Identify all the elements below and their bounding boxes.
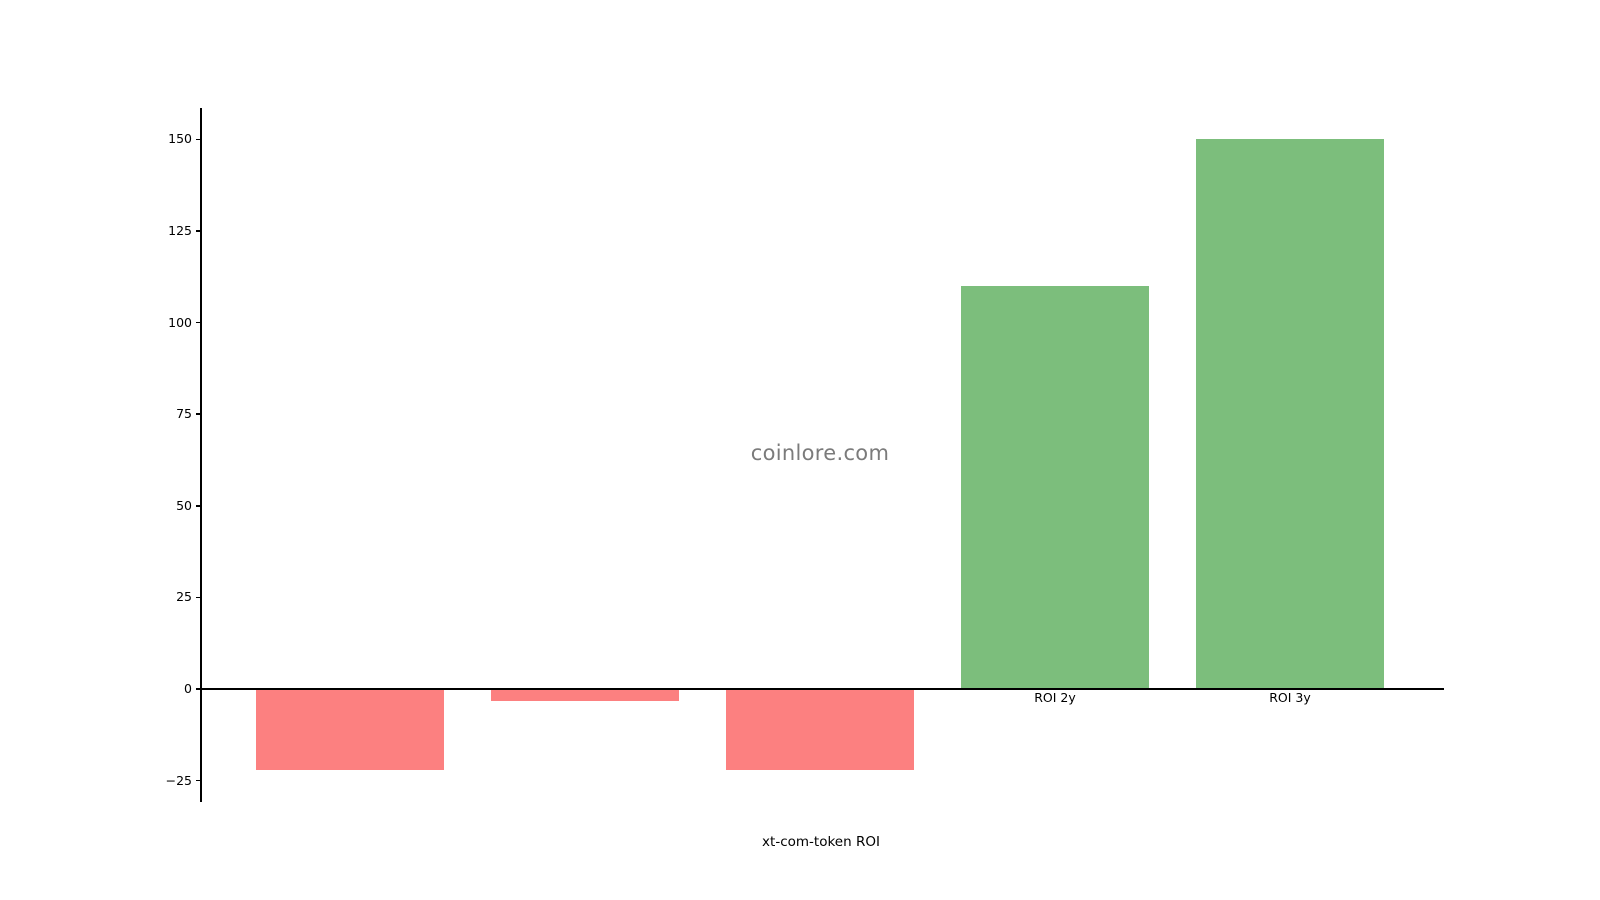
y-tick-mark <box>196 688 201 690</box>
watermark-text: coinlore.com <box>750 441 890 465</box>
x-tick-label: ROI 2y <box>1034 689 1076 705</box>
y-tick-mark <box>196 596 201 599</box>
y-tick-mark <box>196 505 201 507</box>
y-tick-label: 75 <box>176 406 192 422</box>
y-tick-label: 50 <box>176 497 192 513</box>
x-axis-zero-line <box>201 688 1444 690</box>
y-tick-label: 125 <box>168 223 192 238</box>
y-tick-label: 100 <box>168 314 192 330</box>
chart-title: xt-com-token ROI <box>762 834 880 850</box>
y-tick-mark <box>196 321 201 324</box>
x-tick-label: ROI 3y <box>1269 689 1311 705</box>
y-tick-label: 150 <box>168 131 192 147</box>
bar <box>491 689 679 702</box>
y-tick-label: −25 <box>165 772 192 788</box>
y-tick-mark <box>196 413 201 415</box>
y-tick-label: 25 <box>176 589 192 605</box>
y-tick-mark <box>196 779 201 782</box>
bar <box>256 689 444 771</box>
bar <box>726 689 914 771</box>
y-tick-mark <box>196 230 201 232</box>
bar <box>961 285 1149 689</box>
bar <box>1196 139 1384 689</box>
y-tick-mark <box>196 138 201 141</box>
y-tick-label: 0 <box>184 681 192 696</box>
y-axis-line <box>200 108 202 802</box>
